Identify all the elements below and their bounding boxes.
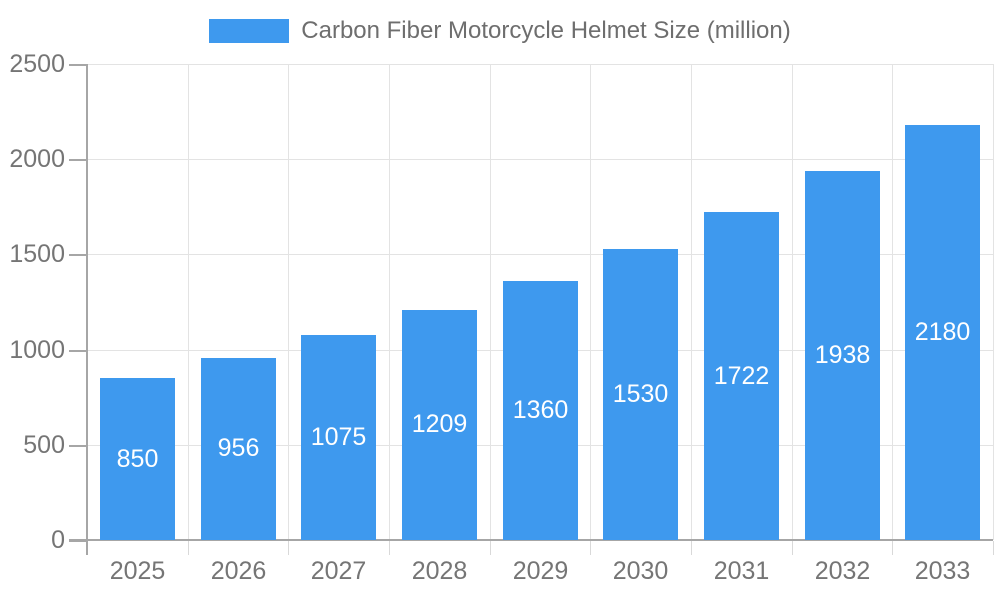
- y-tick: [69, 445, 87, 447]
- bar[interactable]: [301, 335, 376, 540]
- x-tick: [590, 541, 591, 555]
- x-axis-label: 2026: [210, 557, 267, 585]
- x-axis-label: 2025: [109, 557, 166, 585]
- v-gridline: [389, 64, 390, 540]
- bar-value-label: 1075: [310, 423, 367, 451]
- x-axis-label: 2031: [713, 557, 770, 585]
- v-gridline: [892, 64, 893, 540]
- x-tick: [993, 541, 994, 555]
- bar[interactable]: [100, 378, 175, 540]
- x-axis-label: 2027: [310, 557, 367, 585]
- v-gridline: [288, 64, 289, 540]
- x-axis-line: [69, 539, 993, 541]
- y-axis-label: 2000: [9, 145, 65, 173]
- bar-value-label: 1722: [713, 362, 770, 390]
- v-gridline: [792, 64, 793, 540]
- y-axis-line: [86, 64, 88, 555]
- v-gridline: [590, 64, 591, 540]
- legend-label: Carbon Fiber Motorcycle Helmet Size (mil…: [301, 17, 791, 44]
- bar-value-label: 956: [217, 434, 260, 462]
- h-gridline: [87, 254, 993, 255]
- bar[interactable]: [805, 171, 880, 540]
- x-tick: [792, 541, 793, 555]
- x-axis-label: 2032: [814, 557, 871, 585]
- v-gridline: [490, 64, 491, 540]
- bar-value-label: 850: [116, 445, 159, 473]
- x-tick: [389, 541, 390, 555]
- bar-value-label: 1360: [512, 396, 569, 424]
- x-tick: [892, 541, 893, 555]
- bar[interactable]: [503, 281, 578, 540]
- bar[interactable]: [905, 125, 980, 540]
- legend-swatch[interactable]: [209, 19, 290, 43]
- x-axis-label: 2030: [612, 557, 669, 585]
- y-tick: [69, 159, 87, 161]
- bar[interactable]: [201, 358, 276, 540]
- y-axis-label: 500: [23, 431, 65, 459]
- y-tick: [69, 254, 87, 256]
- x-tick: [691, 541, 692, 555]
- x-axis-label: 2029: [512, 557, 569, 585]
- y-axis-label: 1500: [9, 240, 65, 268]
- x-tick: [490, 541, 491, 555]
- bar[interactable]: [603, 249, 678, 540]
- legend[interactable]: Carbon Fiber Motorcycle Helmet Size (mil…: [0, 17, 1000, 45]
- v-gridline: [993, 64, 994, 540]
- y-tick: [69, 540, 87, 542]
- y-tick: [69, 64, 87, 66]
- bar[interactable]: [704, 212, 779, 540]
- bar-value-label: 1938: [814, 341, 871, 369]
- h-gridline: [87, 64, 993, 65]
- x-axis-label: 2028: [411, 557, 468, 585]
- bar-value-label: 1530: [612, 380, 669, 408]
- y-axis-label: 0: [51, 526, 65, 554]
- y-axis-label: 2500: [9, 50, 65, 78]
- v-gridline: [691, 64, 692, 540]
- y-tick: [69, 350, 87, 352]
- x-axis-label: 2033: [914, 557, 971, 585]
- bar-value-label: 2180: [914, 318, 971, 346]
- bar[interactable]: [402, 310, 477, 540]
- h-gridline: [87, 159, 993, 160]
- x-tick: [288, 541, 289, 555]
- y-axis-label: 1000: [9, 336, 65, 364]
- x-tick: [188, 541, 189, 555]
- v-gridline: [188, 64, 189, 540]
- bar-value-label: 1209: [411, 410, 468, 438]
